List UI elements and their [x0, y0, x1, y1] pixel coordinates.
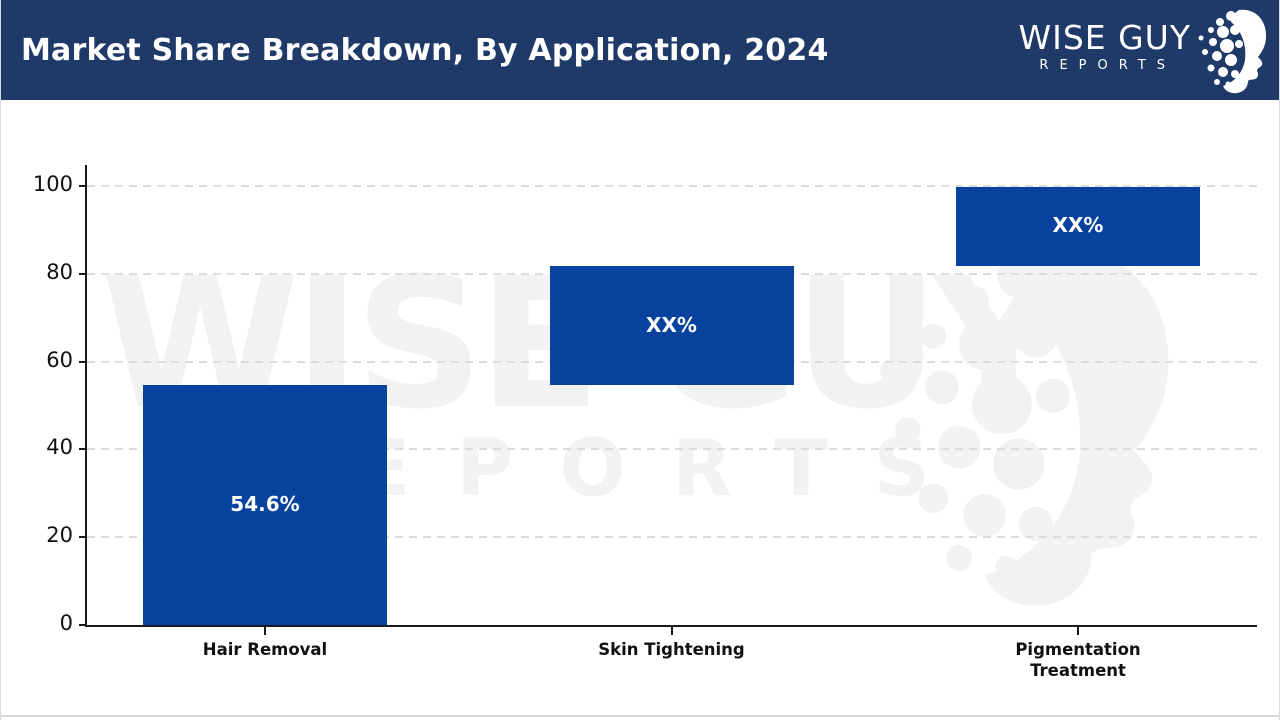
y-tick-label: 60 — [46, 347, 73, 372]
bar-value-label: XX% — [1052, 213, 1104, 238]
y-tick-label: 40 — [46, 435, 73, 460]
y-tick-mark — [79, 272, 87, 275]
y-gridline — [87, 185, 1257, 187]
y-tick-label: 0 — [59, 611, 73, 635]
y-axis-line — [85, 165, 87, 627]
y-tick-mark — [79, 624, 87, 626]
x-tick-mark — [1077, 627, 1079, 635]
bottom-border — [1, 715, 1279, 717]
head-silhouette-icon — [1198, 9, 1267, 94]
bar-segment: XX% — [549, 265, 794, 386]
bar-value-label: XX% — [646, 312, 697, 337]
y-gridline — [87, 536, 1257, 539]
bar-value-label: 54.6% — [230, 492, 300, 517]
y-tick-label: 20 — [46, 523, 73, 548]
x-category-label: Pigmentation Treatment — [1015, 640, 1141, 681]
logo-wordmark: WISE GUY — [1018, 18, 1191, 57]
y-tick-mark — [79, 360, 87, 363]
y-tick-mark — [79, 448, 87, 451]
bar-segment: 54.6% — [143, 385, 387, 625]
y-tick-label: 80 — [46, 259, 73, 284]
x-category-label: Hair Removal — [202, 640, 328, 659]
x-tick-mark — [264, 627, 266, 635]
watermark-head-icon — [880, 249, 1169, 606]
logo-subtext: REPORTS — [1039, 58, 1177, 74]
x-category-label: Skin Tightening — [598, 640, 745, 659]
page-title: Market Share Breakdown, By Application, … — [21, 32, 829, 68]
bar-segment: XX% — [956, 186, 1200, 266]
y-tick-mark — [79, 536, 87, 539]
y-tick-mark — [79, 185, 87, 187]
wise-guy-reports-logo: WISE GUY REPORTS — [1009, 6, 1269, 96]
header-band: Market Share Breakdown, By Application, … — [1, 0, 1279, 100]
y-tick-label: 100 — [32, 172, 73, 196]
x-tick-mark — [670, 627, 673, 635]
logo-text: WISE GUY REPORTS — [1018, 18, 1191, 74]
x-axis-line — [85, 625, 1257, 627]
y-gridline — [87, 448, 1257, 451]
